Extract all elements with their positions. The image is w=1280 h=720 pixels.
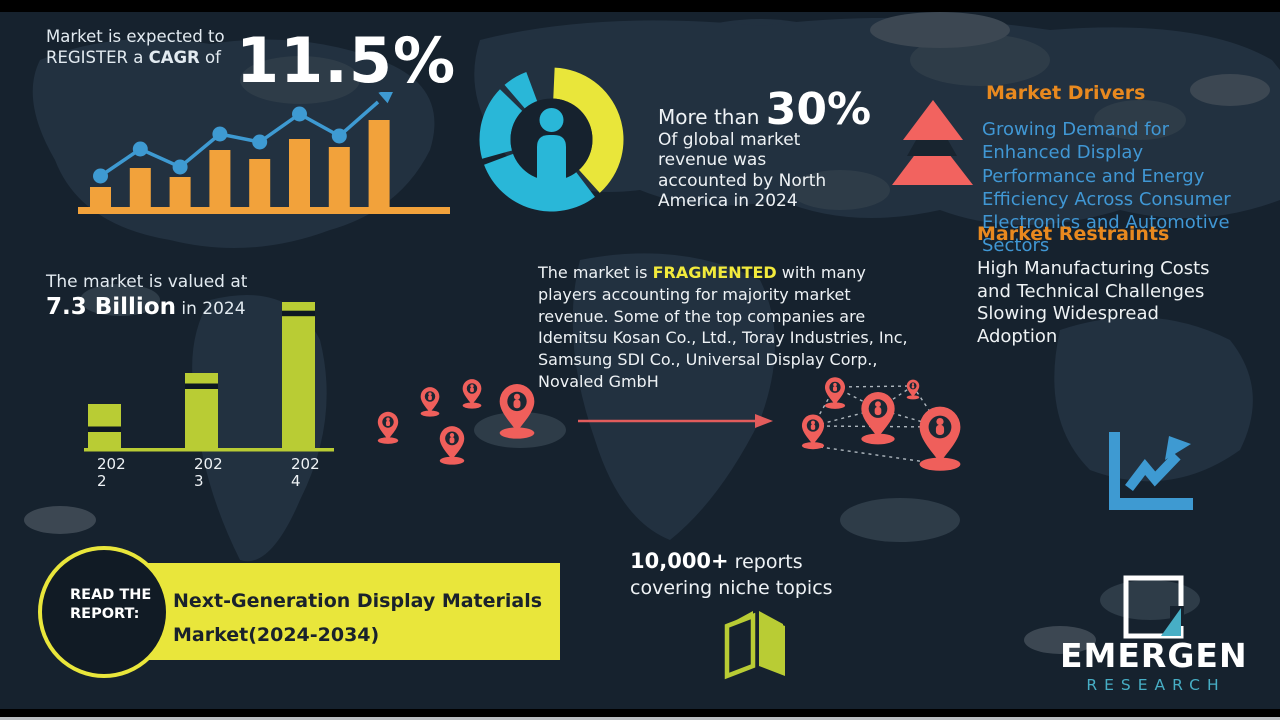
valuation-line: The market is valued at bbox=[46, 272, 248, 292]
reports-topics-line: covering niche topics bbox=[630, 577, 833, 599]
company-pins-cluster-left bbox=[377, 379, 535, 465]
flow-arrow-icon bbox=[578, 414, 773, 428]
read-report-label: READ THE REPORT: bbox=[70, 587, 152, 622]
year-label-2022: 2022 bbox=[97, 455, 126, 490]
reports-count-line: 10,000+ reports bbox=[630, 549, 803, 573]
bottom-frame-bar bbox=[0, 709, 1280, 717]
location-pin-icon bbox=[906, 379, 920, 400]
report-title-line-1: Next-Generation Display Materials bbox=[173, 590, 543, 612]
valuation-value-line: 7.3 Billion in 2024 bbox=[46, 294, 246, 320]
year-label-2024: 2024 bbox=[291, 455, 320, 490]
growth-trend-chart bbox=[78, 92, 450, 214]
location-pin-icon bbox=[499, 384, 535, 439]
logo-name-text: EMERGEN bbox=[1060, 636, 1248, 675]
report-title-banner[interactable]: Next-Generation Display Materials Market… bbox=[104, 563, 560, 660]
location-pin-icon bbox=[420, 387, 440, 417]
location-pin-icon bbox=[439, 426, 465, 465]
na-share-description: Of global market revenue was accounted b… bbox=[658, 130, 827, 211]
location-pin-icon bbox=[861, 391, 895, 445]
top-frame-bar bbox=[0, 0, 1280, 12]
location-pin-icon bbox=[377, 411, 399, 444]
bottom-frame-line bbox=[0, 717, 1280, 720]
open-book-icon bbox=[724, 611, 785, 680]
location-pin-icon bbox=[824, 377, 846, 409]
logo-square-icon bbox=[1123, 575, 1184, 639]
location-pin-icon bbox=[801, 414, 825, 450]
cagr-line-2: REGISTER a CAGR of bbox=[46, 48, 221, 67]
location-pin-icon bbox=[462, 379, 482, 409]
valuation-value: 7.3 Billion bbox=[46, 294, 176, 320]
market-restraints-title: Market Restraints bbox=[977, 223, 1170, 245]
fragmented-market-text: The market is FRAGMENTED with many player… bbox=[538, 263, 908, 391]
year-label-2023: 2023 bbox=[194, 455, 223, 490]
emergen-logo[interactable] bbox=[1055, 565, 1250, 705]
company-pins-network-right bbox=[801, 377, 961, 471]
cagr-value: 11.5% bbox=[236, 24, 457, 97]
na-share-prefix: More than bbox=[658, 105, 766, 129]
na-share-value: 30% bbox=[765, 84, 872, 135]
market-drivers-text: Growing Demand for Enhanced Display Perf… bbox=[982, 119, 1231, 257]
person-icon bbox=[537, 108, 566, 183]
valuation-suffix: in 2024 bbox=[176, 299, 246, 319]
logo-sub-text: RESEARCH bbox=[1086, 676, 1226, 694]
market-restraints-text: High Manufacturing Costs and Technical C… bbox=[977, 258, 1210, 348]
double-up-arrow-icon bbox=[892, 100, 973, 185]
cagr-line-1: Market is expected to bbox=[46, 27, 225, 46]
market-drivers-title: Market Drivers bbox=[986, 82, 1146, 104]
report-title-line-2: Market(2024-2034) bbox=[173, 624, 380, 646]
na-share-stat: More than 30% bbox=[658, 84, 871, 135]
location-pin-icon bbox=[919, 406, 961, 471]
read-report-badge[interactable]: READ THE REPORT: bbox=[38, 546, 170, 678]
market-value-bar-chart bbox=[84, 302, 334, 452]
line-chart-icon bbox=[1109, 432, 1193, 510]
reports-count: 10,000+ bbox=[630, 549, 729, 573]
cagr-headline: Market is expected to REGISTER a CAGR of bbox=[46, 26, 225, 68]
